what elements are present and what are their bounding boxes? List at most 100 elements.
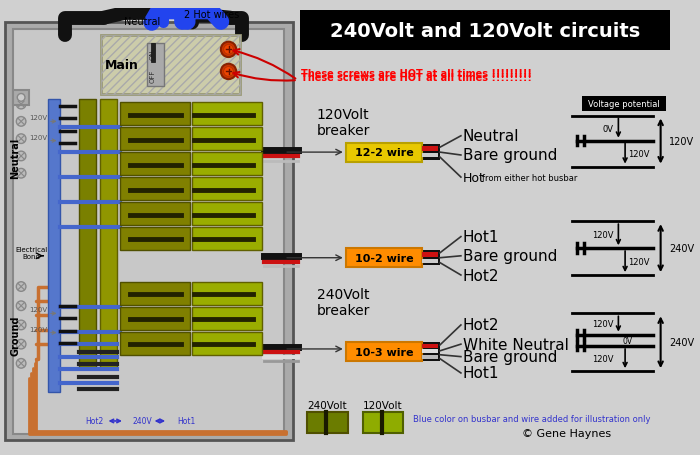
Text: 240Volt
breaker: 240Volt breaker <box>317 287 370 317</box>
Bar <box>120 307 190 330</box>
Text: 120V: 120V <box>29 115 47 121</box>
Circle shape <box>16 152 26 162</box>
Text: Bare ground: Bare ground <box>463 349 557 364</box>
Circle shape <box>16 359 26 369</box>
Circle shape <box>16 282 26 292</box>
Text: 120Volt: 120Volt <box>363 400 402 410</box>
Circle shape <box>16 169 26 179</box>
Circle shape <box>18 94 25 102</box>
Circle shape <box>16 117 26 127</box>
Text: 240V: 240V <box>669 243 694 253</box>
Bar <box>150 44 155 63</box>
Text: Hot1: Hot1 <box>178 416 196 425</box>
Bar <box>100 100 117 369</box>
Bar <box>192 332 262 355</box>
Text: © Gene Haynes: © Gene Haynes <box>522 429 611 439</box>
Circle shape <box>224 46 233 55</box>
Bar <box>582 97 666 111</box>
Text: 120V: 120V <box>628 150 650 159</box>
Circle shape <box>16 100 26 110</box>
Bar <box>147 44 164 86</box>
Bar <box>346 143 423 162</box>
Bar <box>423 154 438 157</box>
Circle shape <box>220 65 236 80</box>
Text: 120V: 120V <box>29 326 47 332</box>
Text: 120V: 120V <box>29 307 47 313</box>
Bar <box>120 282 190 305</box>
Bar <box>120 128 190 151</box>
Text: Blue color on busbar and wire added for illustration only: Blue color on busbar and wire added for … <box>413 414 650 423</box>
Circle shape <box>16 339 26 349</box>
Bar <box>423 355 438 359</box>
Text: 2 Hot wires: 2 Hot wires <box>183 10 239 20</box>
Text: Hot2: Hot2 <box>463 318 499 333</box>
Text: Bare ground: Bare ground <box>463 249 557 264</box>
Bar <box>192 178 262 201</box>
Text: Hot1: Hot1 <box>463 366 499 381</box>
Text: 240V: 240V <box>669 338 694 348</box>
Text: Voltage potential: Voltage potential <box>588 100 660 109</box>
Text: 120V: 120V <box>592 320 614 329</box>
Bar <box>78 100 96 369</box>
Bar <box>192 307 262 330</box>
Text: These screws are HOT at all times !!!!!!!!!: These screws are HOT at all times !!!!!!… <box>300 69 531 79</box>
Text: 120V: 120V <box>669 137 694 147</box>
Text: 120V: 120V <box>592 231 614 240</box>
Bar <box>363 412 403 434</box>
Bar <box>192 282 262 305</box>
Text: 0V: 0V <box>603 124 614 133</box>
Text: 12-2 wire: 12-2 wire <box>355 148 414 158</box>
Bar <box>423 343 440 362</box>
Text: 120V: 120V <box>29 134 47 140</box>
Bar <box>423 253 438 257</box>
Text: 240Volt: 240Volt <box>307 400 347 410</box>
Bar <box>120 332 190 355</box>
Text: Hot1: Hot1 <box>463 230 499 245</box>
Text: 120V: 120V <box>592 354 614 363</box>
Text: 10-3 wire: 10-3 wire <box>355 347 413 357</box>
Text: Hot2: Hot2 <box>463 268 499 283</box>
Bar <box>423 145 440 161</box>
Bar <box>5 23 293 440</box>
Bar <box>101 36 240 95</box>
Text: Hot: Hot <box>463 171 484 184</box>
Text: Electrical
Bond: Electrical Bond <box>15 247 48 260</box>
Bar <box>120 202 190 226</box>
Text: Neutral: Neutral <box>10 137 20 178</box>
Text: 240Volt and 120Volt circuits: 240Volt and 120Volt circuits <box>330 21 640 40</box>
Bar <box>101 36 240 95</box>
Text: 10-2 wire: 10-2 wire <box>355 253 414 263</box>
Text: 120V: 120V <box>628 258 650 267</box>
Text: Bare ground: Bare ground <box>463 148 557 163</box>
Text: 0V: 0V <box>622 336 632 345</box>
Text: These screws are HOT at all times !!!!!!!!!: These screws are HOT at all times !!!!!!… <box>300 73 531 83</box>
Circle shape <box>224 67 233 77</box>
Circle shape <box>16 135 26 144</box>
Bar <box>346 248 423 268</box>
Bar <box>13 30 284 435</box>
Circle shape <box>16 301 26 311</box>
Bar <box>192 128 262 151</box>
Bar <box>300 11 670 51</box>
Bar <box>192 228 262 251</box>
Text: Neutral: Neutral <box>124 16 160 26</box>
Bar <box>192 202 262 226</box>
Bar <box>120 153 190 176</box>
Bar <box>423 344 438 348</box>
Text: Ground: Ground <box>10 314 20 355</box>
Text: Neutral: Neutral <box>463 129 519 144</box>
Bar <box>423 259 438 263</box>
Bar <box>423 147 438 152</box>
Bar <box>192 153 262 176</box>
Circle shape <box>220 43 236 58</box>
Bar <box>120 228 190 251</box>
Text: from either hot busbar: from either hot busbar <box>482 173 578 182</box>
Text: Hot2: Hot2 <box>85 416 104 425</box>
Bar <box>346 343 423 362</box>
Bar <box>423 251 440 266</box>
Text: Main: Main <box>105 59 139 72</box>
Bar <box>13 91 29 106</box>
Text: White Neutral: White Neutral <box>463 337 568 352</box>
Bar <box>192 103 262 126</box>
Bar <box>423 349 438 353</box>
